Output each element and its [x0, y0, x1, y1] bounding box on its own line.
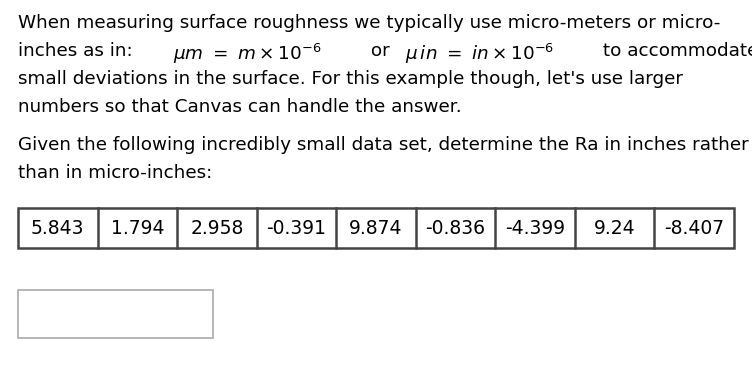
Text: Given the following incredibly small data set, determine the Ra in inches rather: Given the following incredibly small dat… [18, 136, 749, 154]
Text: -4.399: -4.399 [505, 218, 566, 237]
Text: When measuring surface roughness we typically use micro-meters or micro-: When measuring surface roughness we typi… [18, 14, 720, 32]
Text: -0.836: -0.836 [426, 218, 486, 237]
Text: -8.407: -8.407 [664, 218, 724, 237]
Text: 2.958: 2.958 [190, 218, 244, 237]
Text: -0.391: -0.391 [266, 218, 326, 237]
Text: 9.874: 9.874 [349, 218, 403, 237]
Bar [18, 208, 734, 248]
Text: 5.843: 5.843 [31, 218, 84, 237]
Text: $\mu\, in\ =\ in \times 10^{-6}$: $\mu\, in\ =\ in \times 10^{-6}$ [405, 42, 553, 66]
Text: inches as in:: inches as in: [18, 42, 138, 60]
Text: small deviations in the surface. For this example though, let's use larger: small deviations in the surface. For thi… [18, 70, 683, 88]
Text: or: or [365, 42, 396, 60]
Bar [18, 290, 213, 338]
Text: than in micro-inches:: than in micro-inches: [18, 164, 212, 182]
Text: numbers so that Canvas can handle the answer.: numbers so that Canvas can handle the an… [18, 98, 462, 116]
Text: 9.24: 9.24 [594, 218, 635, 237]
Text: $\mu m\ =\ m \times 10^{-6}$: $\mu m\ =\ m \times 10^{-6}$ [174, 42, 322, 66]
Text: 1.794: 1.794 [111, 218, 164, 237]
Text: to accommodate for such: to accommodate for such [597, 42, 752, 60]
